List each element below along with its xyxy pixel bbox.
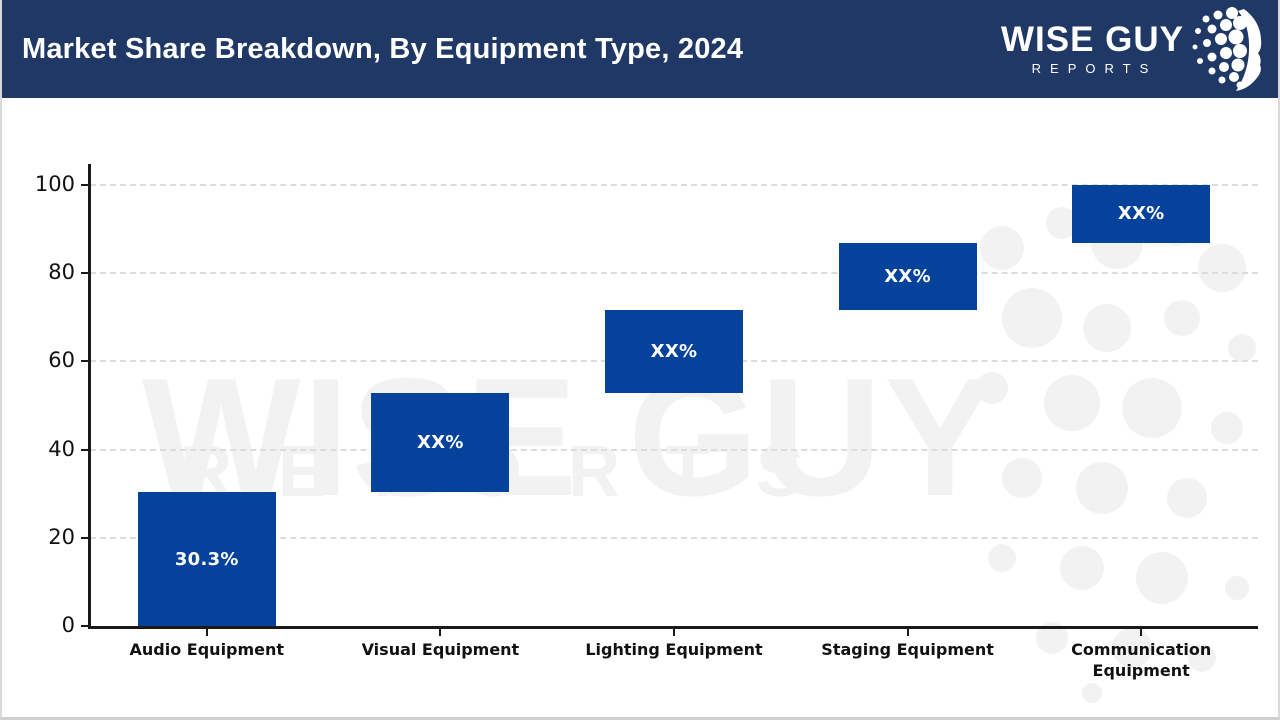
x-tick-1: [439, 628, 442, 636]
y-tick-label-20: 20: [48, 524, 75, 549]
gridline-80: [90, 272, 1258, 275]
y-tick-100: [81, 184, 89, 186]
bar-value-label: XX%: [1117, 203, 1165, 225]
y-axis-line: [88, 164, 91, 628]
watermark-wiseguy: WISE GUY: [142, 343, 999, 531]
x-category-label-4: Communication Equipment: [1071, 640, 1212, 680]
x-axis-line: [88, 626, 1258, 629]
x-tick-2: [673, 628, 675, 636]
logo-wiseguy-label: WISE GUY: [1000, 20, 1184, 59]
y-tick-0: [81, 625, 89, 627]
bar-3: XX%: [838, 242, 977, 310]
x-tick-3: [906, 628, 909, 636]
y-tick-label-0: 0: [61, 613, 75, 637]
x-category-label-3: Staging Equipment: [821, 640, 994, 659]
y-tick-80: [81, 272, 89, 275]
gridline-100: [90, 184, 1258, 186]
bar-0: 30.3%: [137, 492, 276, 626]
gridline-20: [90, 536, 1258, 539]
wiseguy-logo: WISE GUY REPORTS: [1001, 7, 1264, 91]
watermark-reports: REPORTS: [180, 432, 851, 512]
x-category-label-1: Visual Equipment: [361, 640, 520, 659]
gridline-40: [90, 448, 1258, 451]
x-tick-4: [1140, 628, 1143, 636]
bar-1: XX%: [371, 393, 510, 493]
y-tick-label-60: 60: [48, 348, 75, 373]
logo-reports-label: REPORTS: [1031, 61, 1158, 76]
bar-value-label: 30.3%: [174, 548, 239, 570]
y-tick-60: [81, 360, 89, 363]
header-bar: Market Share Breakdown, By Equipment Typ…: [2, 0, 1278, 98]
bar-value-label: XX%: [884, 265, 931, 287]
y-tick-label-80: 80: [48, 260, 75, 285]
x-category-label-0: Audio Equipment: [129, 640, 285, 659]
y-tick-40: [81, 448, 89, 451]
bar-value-label: XX%: [650, 340, 698, 362]
y-tick-label-100: 100: [34, 172, 75, 196]
bar-2: XX%: [605, 309, 743, 394]
x-tick-0: [205, 628, 208, 636]
wiseguy-face-icon: [1192, 7, 1262, 91]
wiseguy-logo-text: WISE GUY REPORTS: [1001, 22, 1184, 76]
x-category-label-2: Lighting Equipment: [585, 640, 763, 659]
y-tick-label-40: 40: [48, 436, 75, 461]
watermark-face-dots: [976, 207, 1256, 703]
bar-value-label: XX%: [417, 432, 464, 454]
y-tick-20: [81, 536, 89, 539]
waterfall-chart: WISE GUY REPORTS 0 20 40 60 80 100 30.3% Audio …: [2, 98, 1278, 717]
page-title: Market Share Breakdown, By Equipment Typ…: [22, 32, 744, 65]
bar-4: XX%: [1072, 185, 1211, 243]
